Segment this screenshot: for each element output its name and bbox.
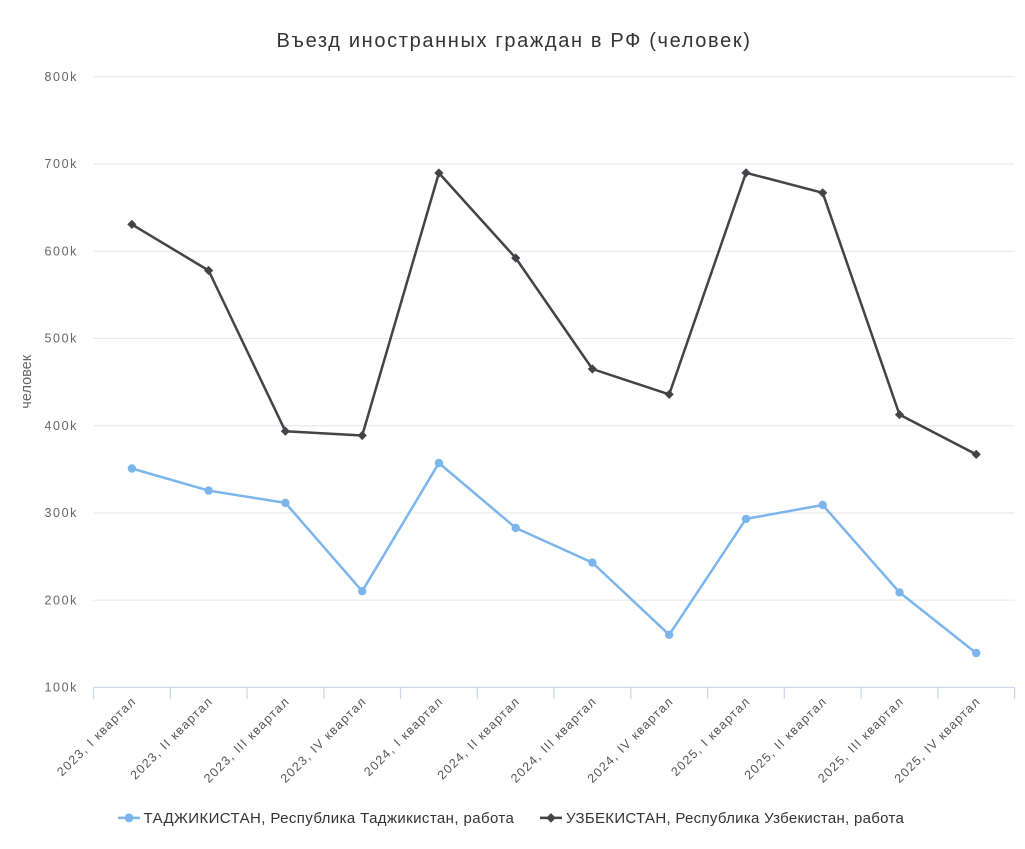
svg-text:500k: 500k: [44, 332, 78, 346]
svg-text:ТАДЖИКИСТАН, Республика Таджик: ТАДЖИКИСТАН, Республика Таджикистан, раб…: [144, 810, 515, 827]
svg-text:100k: 100k: [44, 681, 78, 695]
svg-text:700k: 700k: [44, 157, 78, 171]
svg-text:человек: человек: [19, 354, 35, 408]
svg-text:400k: 400k: [44, 419, 78, 433]
svg-text:800k: 800k: [44, 70, 78, 84]
svg-text:300k: 300k: [44, 506, 78, 520]
svg-text:200k: 200k: [44, 593, 78, 607]
svg-text:УЗБЕКИСТАН, Республика Узбекис: УЗБЕКИСТАН, Республика Узбекистан, работ…: [566, 810, 904, 827]
svg-text:600k: 600k: [44, 244, 78, 258]
svg-text:Въезд иностранных граждан в РФ: Въезд иностранных граждан в РФ (человек): [276, 30, 751, 52]
